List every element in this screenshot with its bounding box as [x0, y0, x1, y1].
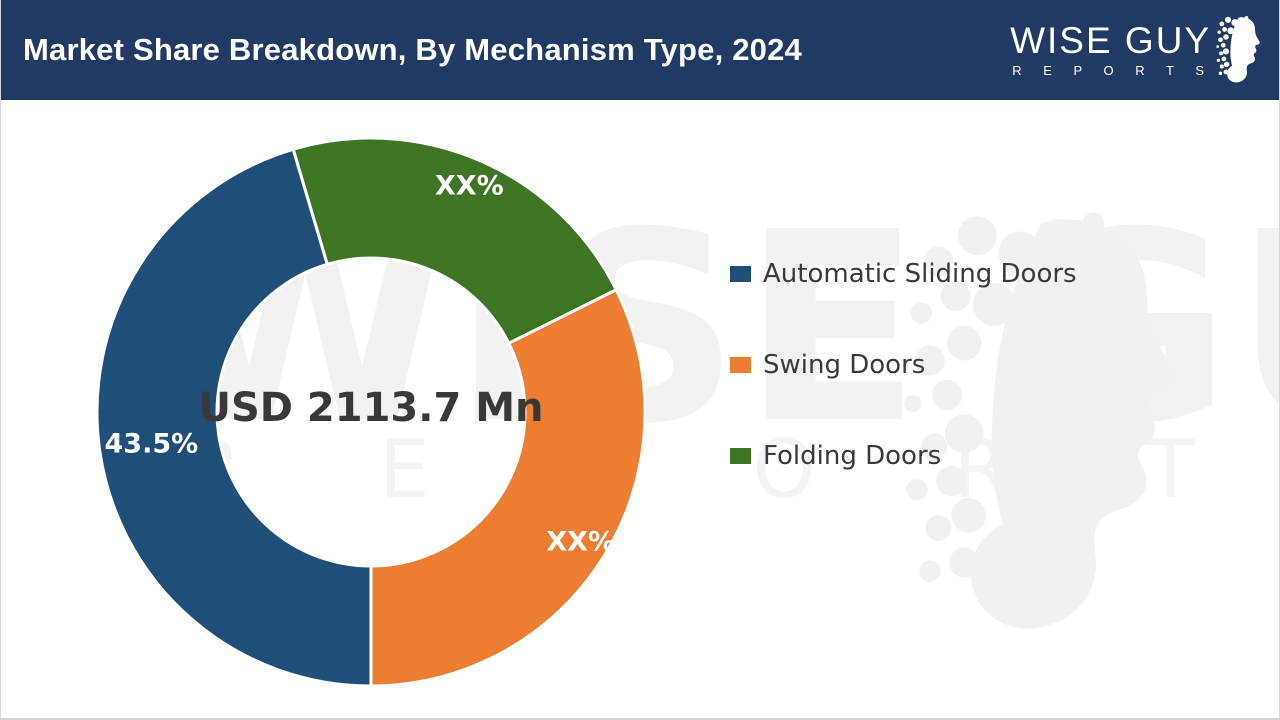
- legend-swatch-folding-doors: [730, 447, 751, 464]
- legend-label: Swing Doors: [763, 349, 926, 380]
- legend-item-automatic-sliding-doors: Automatic Sliding Doors: [730, 258, 1077, 289]
- donut-segment-folding-doors: [291, 136, 618, 345]
- legend-swatch-swing-doors: [730, 356, 751, 373]
- logo-wordmark: WISE GUY R E P O R T S: [1008, 22, 1213, 78]
- segment-label-automatic-sliding-doors: 43.5%: [105, 428, 199, 459]
- legend-item-swing-doors: Swing Doors: [730, 349, 1077, 380]
- legend-label: Folding Doors: [763, 440, 942, 471]
- wiseguy-logo: WISE GUY R E P O R T S: [1008, 10, 1263, 90]
- donut-center-label: USD 2113.7 Mn: [198, 385, 544, 431]
- donut-chart: XX% XX% 43.5%: [95, 136, 647, 688]
- logo-line2: R E P O R T S: [1012, 63, 1213, 78]
- donut-segment-automatic-sliding-doors: [95, 147, 373, 688]
- legend-item-folding-doors: Folding Doors: [730, 440, 1077, 471]
- donut-segment-swing-doors: [369, 288, 647, 688]
- legend: Automatic Sliding Doors Swing Doors Foldin…: [730, 258, 1077, 471]
- logo-face-icon: [1215, 10, 1263, 90]
- segment-label-swing-doors: XX%: [546, 526, 615, 557]
- segment-label-folding-doors: XX%: [435, 170, 504, 201]
- legend-label: Automatic Sliding Doors: [763, 258, 1077, 289]
- chart-area: WISE GUY R E P O R T S XX%XX%43.5% USD 2…: [1, 100, 1279, 718]
- header: Market Share Breakdown, By Mechanism Typ…: [1, 0, 1279, 100]
- chart-title: Market Share Breakdown, By Mechanism Typ…: [23, 32, 802, 67]
- logo-line1: WISE GUY: [1010, 20, 1212, 61]
- legend-swatch-automatic-sliding-doors: [730, 265, 751, 282]
